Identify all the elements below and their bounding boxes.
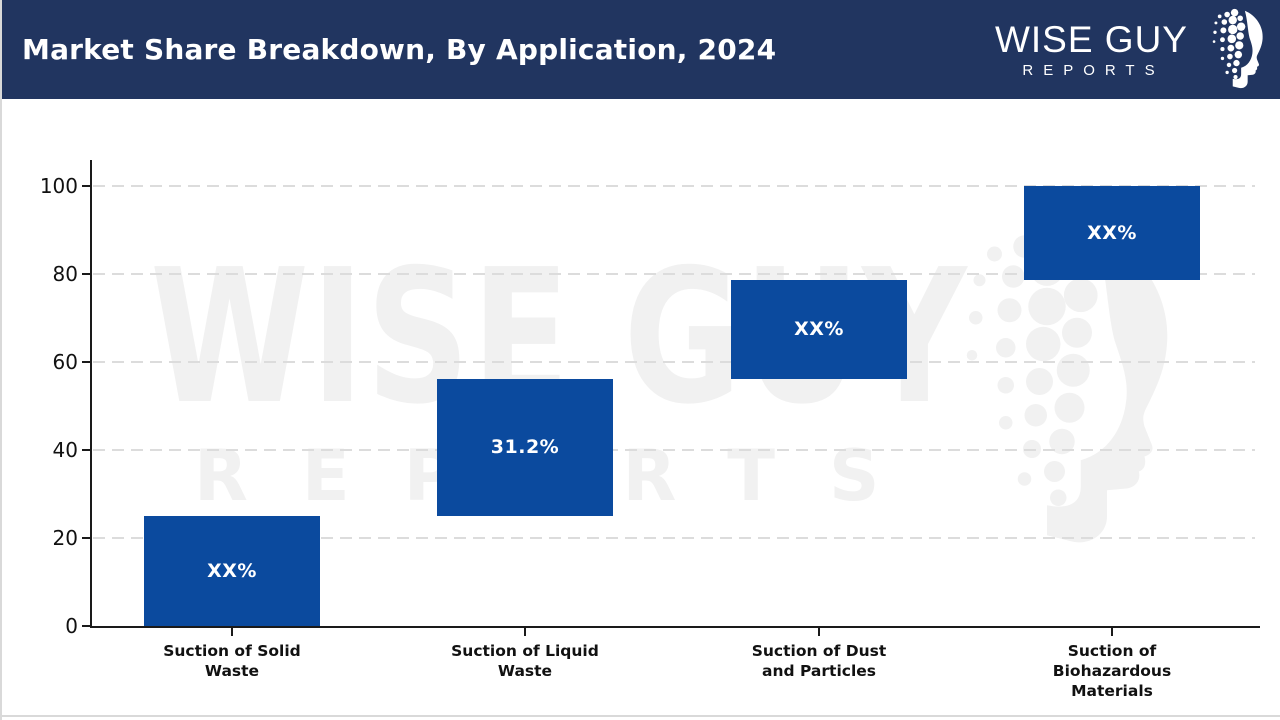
logo-wordmark: WISE GUY REPORTS bbox=[995, 20, 1188, 80]
gridline-80 bbox=[93, 273, 1255, 275]
logo-wordmark-line1: WISE GUY bbox=[994, 19, 1188, 60]
x-tick-3 bbox=[818, 627, 820, 636]
x-tick-4 bbox=[1111, 627, 1113, 636]
bar-value-label: XX% bbox=[794, 318, 844, 341]
x-category-label-3: Suction of Dust and Particles bbox=[751, 642, 887, 680]
gridline-100 bbox=[93, 185, 1255, 187]
x-category-label-4: Suction of Biohazardous Materials bbox=[1052, 642, 1172, 700]
gridline-20 bbox=[93, 537, 1255, 539]
bar-segment-2: 31.2% bbox=[437, 378, 613, 516]
y-tick-100 bbox=[82, 185, 91, 187]
bar-value-label: 31.2% bbox=[490, 436, 560, 459]
y-tick-label-100: 100 bbox=[39, 174, 78, 198]
x-tick-2 bbox=[524, 627, 526, 636]
x-axis-spine bbox=[90, 626, 1260, 628]
bar-value-label: XX% bbox=[1087, 222, 1137, 245]
y-axis-spine bbox=[90, 160, 92, 628]
y-tick-label-20: 20 bbox=[52, 526, 78, 550]
y-tick-label-0: 0 bbox=[65, 614, 78, 638]
gridline-40 bbox=[93, 449, 1255, 451]
page-title: Market Share Breakdown, By Application, … bbox=[22, 33, 777, 66]
chart-area: WISE GUY REPORTS 020406080100XX%Suction … bbox=[2, 99, 1280, 720]
y-tick-40 bbox=[82, 449, 91, 451]
x-tick-1 bbox=[231, 627, 233, 636]
y-tick-80 bbox=[82, 273, 91, 275]
x-category-label-1: Suction of Solid Waste bbox=[163, 642, 301, 680]
y-tick-60 bbox=[82, 361, 91, 363]
y-tick-label-40: 40 bbox=[52, 438, 78, 462]
y-tick-20 bbox=[82, 537, 91, 539]
y-tick-label-80: 80 bbox=[52, 262, 78, 286]
bar-segment-4: XX% bbox=[1024, 186, 1200, 281]
x-category-label-2: Suction of Liquid Waste bbox=[451, 642, 599, 680]
card-bottom-border bbox=[2, 715, 1280, 717]
bar-segment-1: XX% bbox=[144, 516, 320, 626]
logo-wordmark-line2: REPORTS bbox=[1022, 62, 1165, 79]
bar-value-label: XX% bbox=[207, 560, 257, 582]
header: Market Share Breakdown, By Application, … bbox=[2, 0, 1280, 99]
y-tick-0 bbox=[82, 625, 91, 627]
y-tick-label-60: 60 bbox=[52, 350, 78, 374]
wise-guy-reports-logo: WISE GUY REPORTS bbox=[995, 8, 1268, 92]
bar-segment-3: XX% bbox=[731, 280, 907, 379]
gridline-60 bbox=[93, 361, 1255, 363]
